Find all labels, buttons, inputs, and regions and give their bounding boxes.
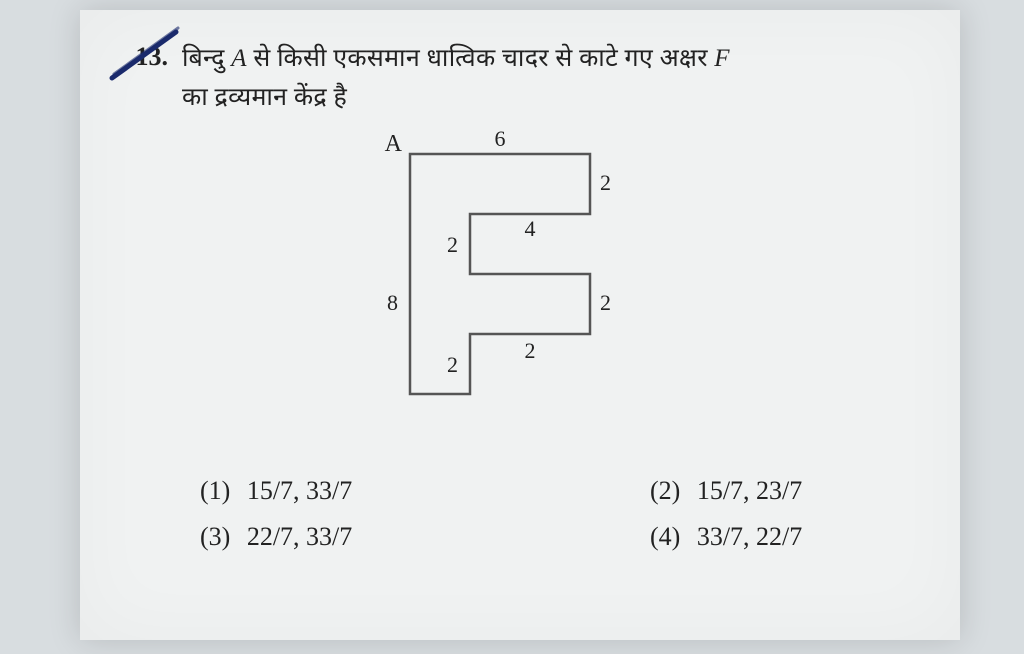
dim-mid-right: 4 bbox=[525, 216, 536, 241]
dim-right-top: 2 bbox=[600, 170, 611, 195]
dim-top: 6 bbox=[495, 126, 506, 151]
option-4-text: 33/7, 22/7 bbox=[697, 522, 802, 551]
dim-bar-bot: 2 bbox=[525, 338, 536, 363]
dim-bar-right: 2 bbox=[600, 290, 611, 315]
option-2-text: 15/7, 23/7 bbox=[697, 476, 802, 505]
option-1: (1) 15/7, 33/7 bbox=[200, 476, 470, 506]
variable-A: A bbox=[231, 45, 247, 72]
option-2: (2) 15/7, 23/7 bbox=[650, 476, 920, 506]
question-text: बिन्दु A से किसी एकसमान धात्विक चादर से … bbox=[182, 40, 730, 118]
dim-notch-h: 2 bbox=[447, 232, 458, 257]
qtext-part3: का द्रव्यमान केंद्र है bbox=[182, 84, 347, 111]
option-1-label: (1) bbox=[200, 476, 230, 505]
label-A: A bbox=[385, 131, 403, 157]
question-number: 13. bbox=[136, 42, 169, 71]
page: 13. बिन्दु A से किसी एकसमान धात्विक चादर… bbox=[80, 10, 960, 640]
figure-container: A 6 2 4 2 8 2 2 2 bbox=[120, 124, 920, 464]
dim-left: 8 bbox=[387, 290, 398, 315]
question-number-wrap: 13. bbox=[120, 40, 168, 72]
option-4-label: (4) bbox=[650, 522, 680, 551]
option-4: (4) 33/7, 22/7 bbox=[650, 522, 920, 552]
option-3-label: (3) bbox=[200, 522, 230, 551]
qtext-part1: बिन्दु bbox=[182, 45, 231, 72]
f-outline bbox=[410, 154, 590, 394]
question-row: 13. बिन्दु A से किसी एकसमान धात्विक चादर… bbox=[120, 40, 920, 118]
option-2-label: (2) bbox=[650, 476, 680, 505]
option-3: (3) 22/7, 33/7 bbox=[200, 522, 470, 552]
options-grid: (1) 15/7, 33/7 (2) 15/7, 23/7 (3) 22/7, … bbox=[200, 476, 920, 552]
option-3-text: 22/7, 33/7 bbox=[247, 522, 352, 551]
dim-stem: 2 bbox=[447, 352, 458, 377]
f-shape-diagram: A 6 2 4 2 8 2 2 2 bbox=[340, 124, 700, 464]
variable-F: F bbox=[714, 45, 730, 72]
option-1-text: 15/7, 33/7 bbox=[247, 476, 352, 505]
qtext-part2: से किसी एकसमान धात्विक चादर से काटे गए अ… bbox=[247, 45, 715, 72]
